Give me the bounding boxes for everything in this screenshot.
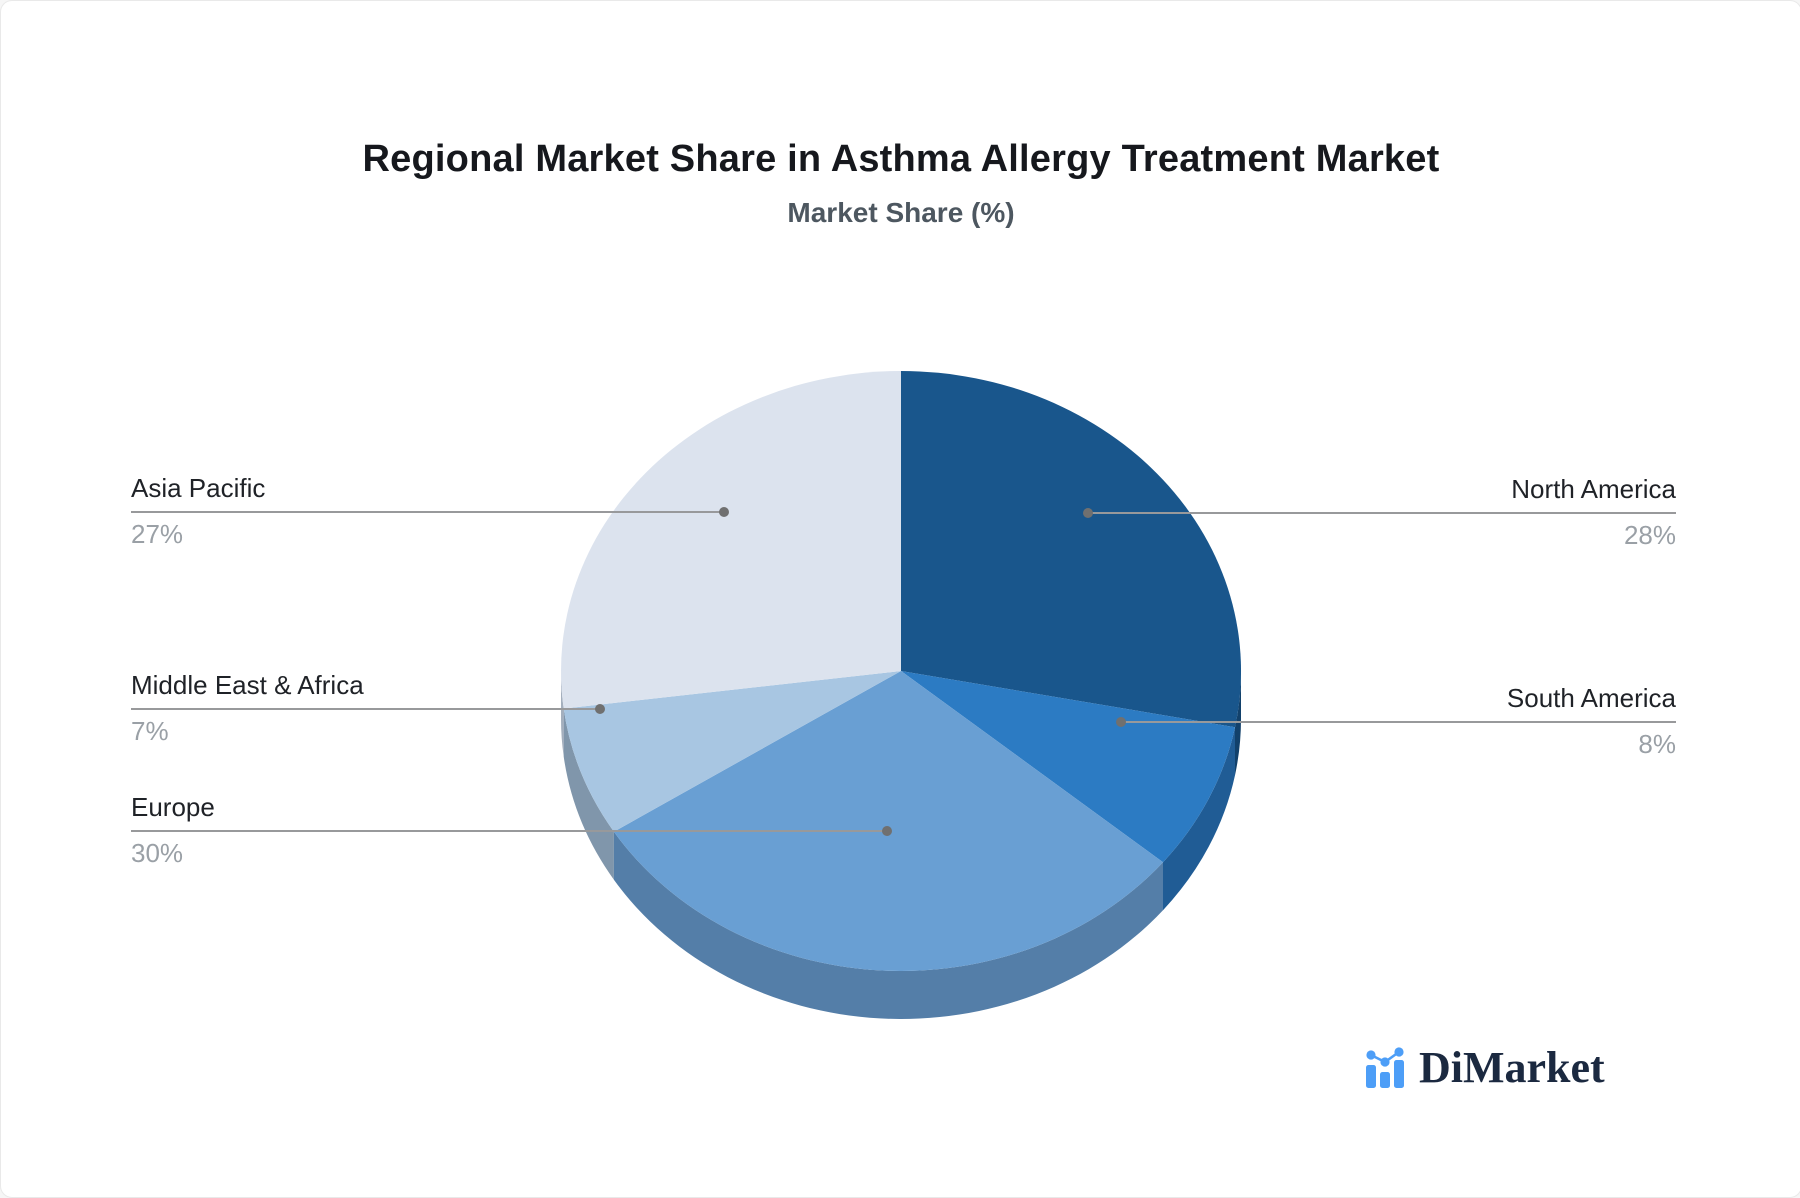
pie-slice-asia-pacific[interactable] bbox=[561, 371, 901, 709]
leader-dot-middle-east-africa bbox=[595, 704, 605, 714]
leader-dot-europe bbox=[882, 826, 892, 836]
leader-dot-south-america bbox=[1116, 717, 1126, 727]
chart-subtitle: Market Share (%) bbox=[787, 197, 1015, 228]
label-asia-pacific-name: Asia Pacific bbox=[131, 473, 724, 513]
label-middle-east-africa-value: 7% bbox=[131, 716, 169, 746]
pie-side-north-america bbox=[1235, 671, 1241, 776]
pie-side-europe bbox=[613, 831, 1163, 1019]
pie-side-asia-pacific bbox=[561, 671, 564, 757]
leader-dot-north-america bbox=[1083, 508, 1093, 518]
label-south-america-name: South America bbox=[1121, 683, 1676, 723]
label-asia-pacific-value: 27% bbox=[131, 519, 184, 549]
pie-slice-south-america[interactable] bbox=[901, 671, 1235, 863]
label-europe: Europe 30% bbox=[131, 792, 887, 868]
label-middle-east-africa-name: Middle East & Africa bbox=[131, 670, 600, 710]
brand-logo: DiMarket bbox=[1363, 1043, 1605, 1093]
leader-dot-asia-pacific bbox=[719, 507, 729, 517]
brand-name: DiMarket bbox=[1419, 1043, 1605, 1092]
label-north-america-value: 28% bbox=[1623, 520, 1676, 550]
label-asia-pacific: Asia Pacific 27% bbox=[131, 473, 724, 549]
pie-slice-europe[interactable] bbox=[613, 671, 1163, 971]
label-middle-east-africa: Middle East & Africa 7% bbox=[131, 670, 600, 746]
label-europe-value: 30% bbox=[131, 838, 184, 868]
label-europe-name: Europe bbox=[131, 792, 887, 832]
pie-side-middle-east-africa bbox=[563, 708, 614, 880]
bar-line-chart-logo-icon bbox=[1366, 1047, 1404, 1088]
label-north-america-name: North America bbox=[1088, 474, 1676, 514]
label-south-america-value: 8% bbox=[1638, 729, 1676, 759]
label-north-america: North America 28% bbox=[1088, 474, 1676, 550]
pie-side-south-america bbox=[1163, 727, 1235, 911]
pie-slice-middle-east-africa[interactable] bbox=[563, 671, 901, 832]
chart-title: Regional Market Share in Asthma Allergy … bbox=[362, 138, 1440, 180]
pie-slice-north-america[interactable] bbox=[901, 371, 1242, 728]
label-south-america: South America 8% bbox=[1121, 683, 1676, 759]
